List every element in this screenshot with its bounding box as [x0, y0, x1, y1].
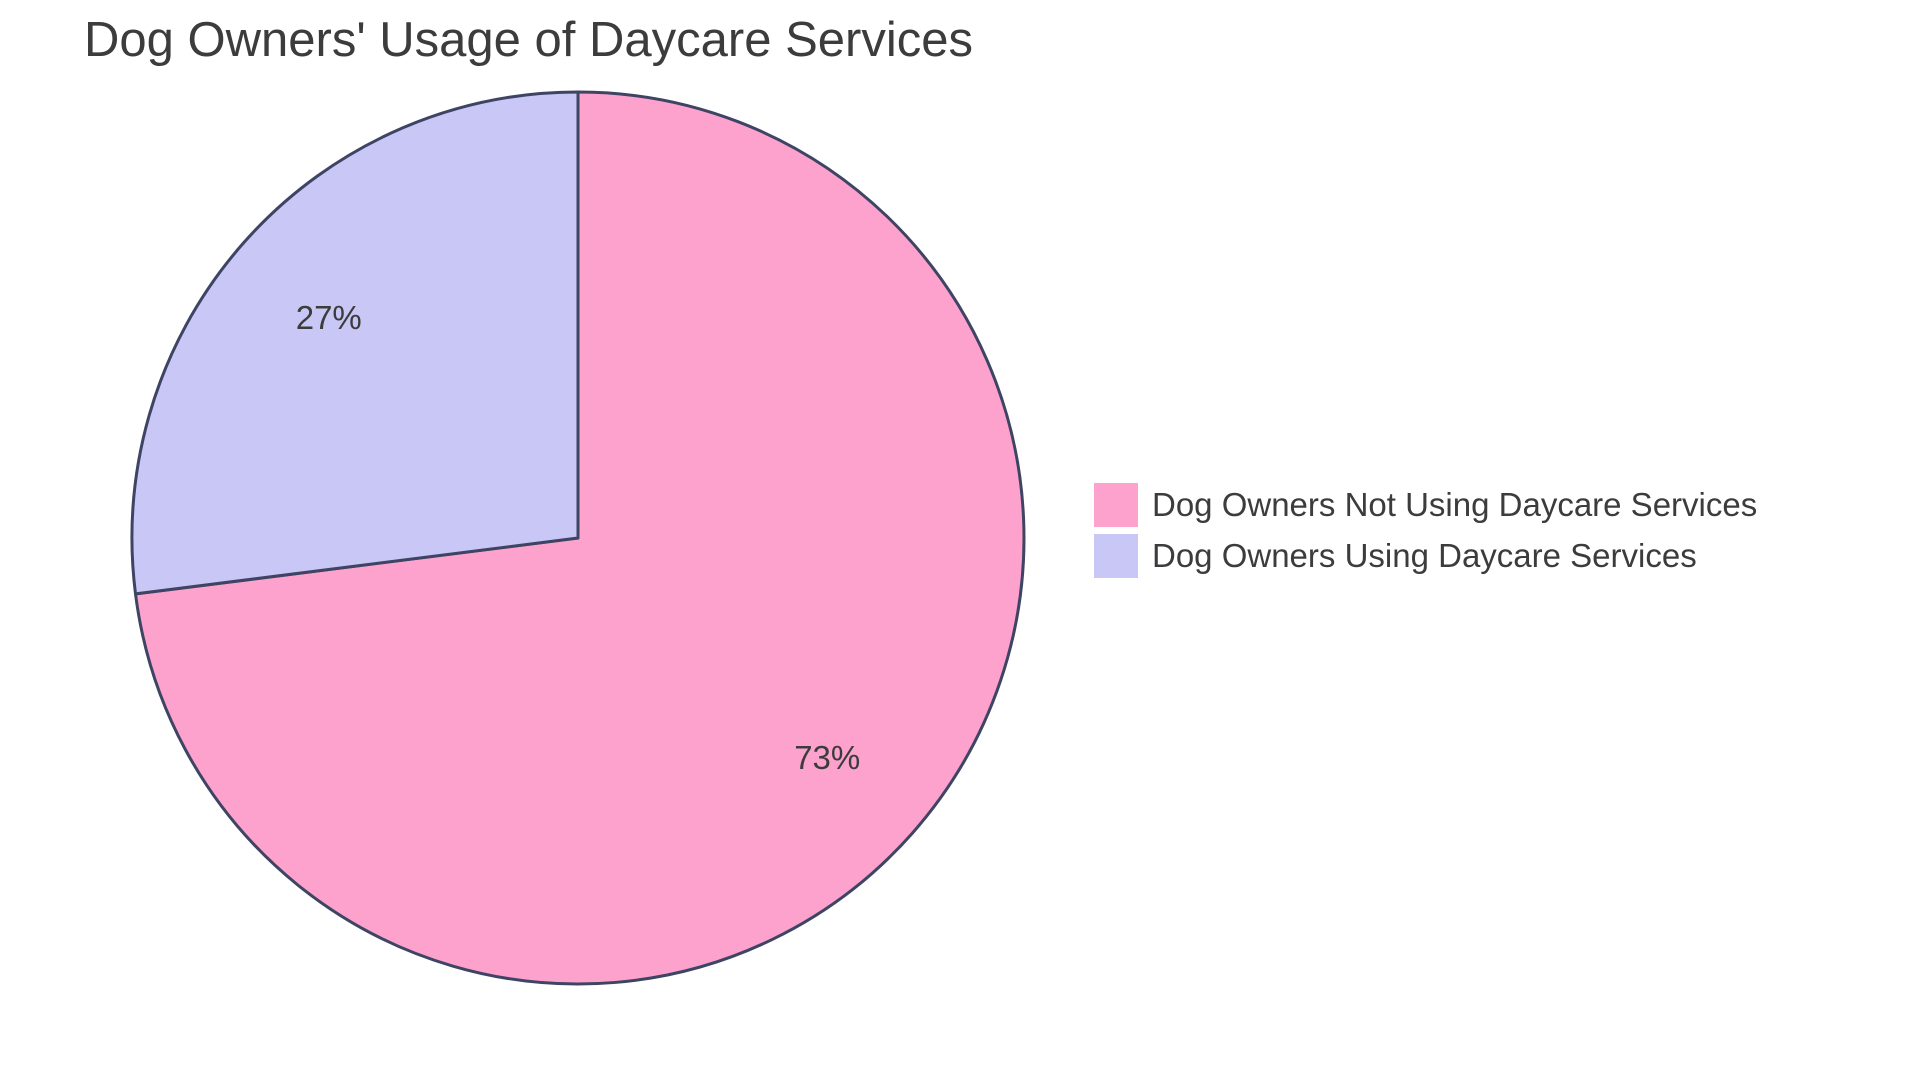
legend-item-not-using[interactable]: Dog Owners Not Using Daycare Services	[1094, 483, 1757, 527]
legend: Dog Owners Not Using Daycare Services Do…	[1094, 483, 1757, 578]
legend-label-not-using: Dog Owners Not Using Daycare Services	[1152, 486, 1758, 523]
slice-label-0: 73%	[794, 738, 861, 776]
pie-slice-1[interactable]	[130, 90, 580, 596]
legend-swatch-using-icon	[1094, 534, 1138, 578]
slice-label-1: 27%	[295, 299, 362, 337]
pie-slice-0[interactable]	[134, 90, 1026, 986]
legend-label-using: Dog Owners Using Daycare Services	[1152, 537, 1697, 574]
legend-item-using[interactable]: Dog Owners Using Daycare Services	[1094, 534, 1757, 578]
legend-swatch-not-using-icon	[1094, 483, 1138, 527]
chart-title: Dog Owners' Usage of Daycare Services	[84, 13, 973, 67]
